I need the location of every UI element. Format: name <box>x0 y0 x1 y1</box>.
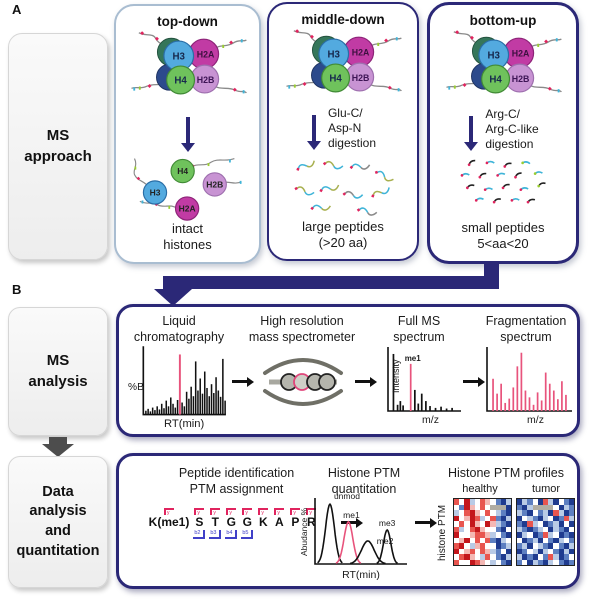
svg-text:H3: H3 <box>488 51 501 62</box>
fragmentation-spectrum-chart: m/z <box>486 347 572 426</box>
svg-text:H4: H4 <box>489 75 502 86</box>
data-analysis-box: Data analysis and quantitation <box>8 456 108 588</box>
svg-text:Intensity: Intensity <box>391 359 401 393</box>
lc-title: Liquid chromatography <box>133 314 225 345</box>
connector-arrowhead-icon <box>154 289 192 306</box>
ms-analysis-box: MS analysis <box>8 307 108 436</box>
frag-title: Fragmentation spectrum <box>485 314 567 345</box>
spectrometer-title: High resolution mass spectrometer <box>248 314 356 345</box>
right-arrow-icon <box>415 521 430 524</box>
svg-text:unmod: unmod <box>334 492 360 501</box>
profiles-title: Histone PTM profiles <box>447 466 564 480</box>
top-down-box: top-down H3 H2A H4 H2B H4 H2B H3 H2A intact his… <box>114 4 261 264</box>
down-arrow-icon <box>469 116 474 142</box>
svg-text:H4: H4 <box>329 74 342 85</box>
healthy-heatmap <box>453 498 513 566</box>
svg-text:me1: me1 <box>405 354 422 363</box>
svg-text:H2B: H2B <box>512 74 530 84</box>
right-arrow-icon <box>463 380 478 383</box>
down-arrow-icon <box>185 117 190 143</box>
gray-down-arrow-icon <box>49 437 67 445</box>
large-peptides-illustration <box>294 160 394 216</box>
tumor-label: tumor <box>531 483 561 495</box>
svg-text:H2A: H2A <box>512 49 530 59</box>
gray-down-arrowhead-icon <box>42 444 74 457</box>
bottom-up-arrow-row: Arg-C/ Arg-C-like digestion <box>467 104 539 154</box>
svg-text:H3: H3 <box>149 188 160 198</box>
svg-text:m/z: m/z <box>527 414 544 426</box>
right-arrow-icon <box>232 380 247 383</box>
bottom-up-digestion-label: Arg-C/ Arg-C-like digestion <box>485 106 539 151</box>
intact-histones-illustration: H4 H2B H3 H2A <box>133 158 242 221</box>
middle-down-box: middle-down H3 H2A H4 H2B Glu-C/ Asp-N dige… <box>267 2 419 261</box>
right-arrow-icon <box>355 380 370 383</box>
svg-text:H2B: H2B <box>352 73 370 83</box>
tumor-heatmap <box>516 498 576 566</box>
ms-approach-text: MS approach <box>24 127 92 165</box>
ptm-quantitation-chart: unmod me1 me2 me3 Abudance % RT(min) <box>299 492 407 581</box>
mass-spectrometer-icon <box>263 358 343 406</box>
top-down-arrow-row <box>184 105 192 155</box>
top-down-title: top-down <box>157 14 218 29</box>
bottom-up-title: bottom-up <box>469 13 537 28</box>
quantitation-title: Histone PTM quantitation <box>327 466 401 497</box>
svg-text:m/z: m/z <box>422 414 439 426</box>
small-peptides-illustration <box>460 159 546 204</box>
svg-text:H2B: H2B <box>196 75 214 85</box>
connector-stub <box>484 262 499 278</box>
peptide-id-title: Peptide identification PTM assignment <box>178 466 295 497</box>
data-analysis-text: Data analysis and quantitation <box>16 483 100 559</box>
svg-text:%B: %B <box>128 382 144 393</box>
svg-text:H4: H4 <box>177 166 188 176</box>
middle-down-title: middle-down <box>301 12 385 27</box>
svg-text:Abudance %: Abudance % <box>299 507 309 556</box>
svg-text:H3: H3 <box>172 52 185 63</box>
panel-a-label: A <box>12 2 22 17</box>
down-arrow-icon <box>311 115 316 141</box>
nucleosome-illustration: H3 H2A H4 H2B <box>130 31 247 95</box>
svg-text:me2: me2 <box>377 536 394 546</box>
nucleosome-illustration: H3 H2A H4 H2B <box>446 30 562 94</box>
histone-ptm-axis-label: histone PTM <box>437 504 448 562</box>
svg-text:H2A: H2A <box>196 50 214 60</box>
svg-text:H2B: H2B <box>206 180 223 190</box>
chromatogram-chart: %B RT(min) <box>128 346 226 430</box>
healthy-label: healthy <box>462 483 498 495</box>
fullms-title: Full MS spectrum <box>393 314 445 345</box>
bottom-up-box: bottom-up H3 H2A H4 H2B Arg-C/ Arg-C-like d… <box>427 2 579 264</box>
connector-bar <box>163 276 499 289</box>
middle-down-caption: large peptides (>20 aa) <box>302 219 384 251</box>
svg-text:RT(min): RT(min) <box>342 569 380 581</box>
ms-analysis-panel: Liquid chromatography %B RT(min) High reso… <box>116 304 580 437</box>
ms-approach-box: MS approach <box>8 33 108 260</box>
ms-analysis-text: MS analysis <box>28 352 88 390</box>
middle-down-arrow-row: Glu-C/ Asp-N digestion <box>310 103 376 153</box>
svg-text:H4: H4 <box>174 76 187 87</box>
svg-text:me1: me1 <box>343 510 360 520</box>
middle-down-digestion-label: Glu-C/ Asp-N digestion <box>327 105 377 150</box>
top-down-caption: intact histones <box>163 221 212 253</box>
full-ms-spectrum-chart: me1 Intensity m/z <box>387 347 461 426</box>
svg-text:me3: me3 <box>379 518 396 528</box>
panel-b-label: B <box>12 282 22 297</box>
nucleosome-illustration: H3 H2A H4 H2B <box>286 29 402 93</box>
svg-text:H2A: H2A <box>178 204 195 214</box>
svg-text:RT(min): RT(min) <box>164 418 205 430</box>
svg-text:H3: H3 <box>328 50 341 61</box>
svg-text:H2A: H2A <box>352 48 370 58</box>
bottom-up-caption: small peptides 5<aa<20 <box>461 220 545 252</box>
data-analysis-panel: Peptide identification PTM assignment y K(… <box>116 453 580 589</box>
